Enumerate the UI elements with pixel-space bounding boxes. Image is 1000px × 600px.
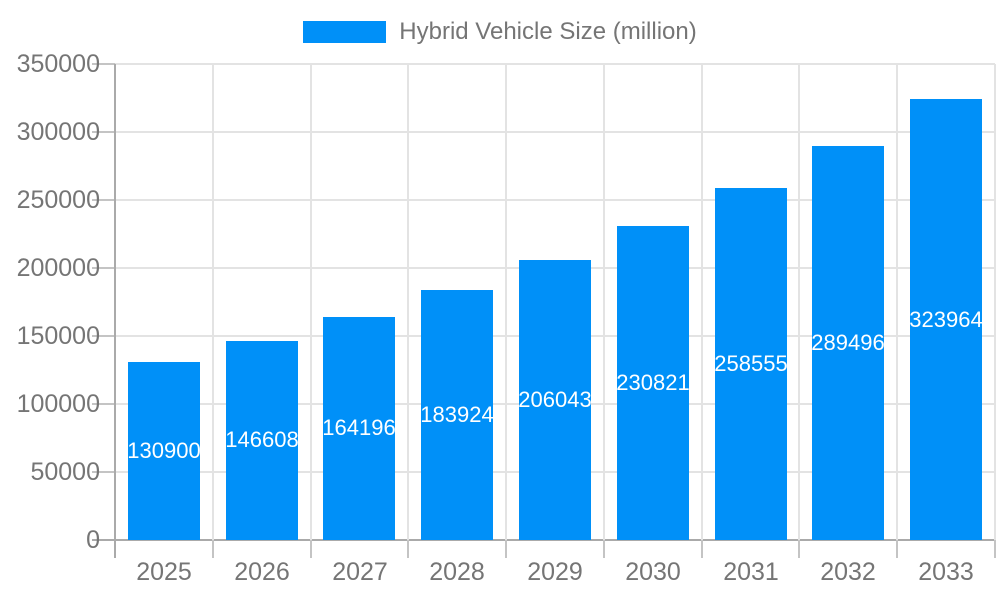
x-tick (407, 540, 409, 558)
gridline-h (115, 131, 995, 133)
y-axis-label: 350000 (16, 50, 100, 78)
x-axis-label: 2030 (625, 558, 681, 586)
bar-2033[interactable] (910, 99, 982, 540)
x-axis-label: 2026 (234, 558, 290, 586)
x-axis-label: 2033 (918, 558, 974, 586)
x-tick (701, 540, 703, 558)
x-axis-label: 2025 (136, 558, 192, 586)
bar-2031[interactable] (715, 188, 787, 540)
gridline-v (701, 64, 703, 540)
y-axis-label: 50000 (30, 458, 100, 486)
y-tick (92, 403, 115, 405)
y-tick (92, 335, 115, 337)
y-axis-label: 300000 (16, 118, 100, 146)
bar-2026[interactable] (226, 341, 298, 540)
gridline-v (603, 64, 605, 540)
x-axis-label: 2027 (332, 558, 388, 586)
x-axis-label: 2029 (527, 558, 583, 586)
bar-value-label: 183924 (420, 402, 494, 427)
bar-2032[interactable] (812, 146, 884, 540)
bar-value-label: 146608 (225, 427, 299, 452)
bar-2029[interactable] (519, 260, 591, 540)
y-axis-label: 200000 (16, 254, 100, 282)
bar-value-label: 130900 (127, 438, 201, 463)
y-axis-line (114, 64, 116, 558)
x-tick (212, 540, 214, 558)
bar-2030[interactable] (617, 226, 689, 540)
bar-value-label: 206043 (518, 387, 592, 412)
bar-value-label: 258555 (714, 351, 788, 376)
legend-swatch (303, 21, 387, 43)
gridline-v (798, 64, 800, 540)
gridline-v (407, 64, 409, 540)
x-tick (310, 540, 312, 558)
y-tick (92, 539, 115, 541)
gridline-v (994, 64, 996, 540)
x-tick (798, 540, 800, 558)
x-tick (896, 540, 898, 558)
gridline-v (505, 64, 507, 540)
gridline-v (310, 64, 312, 540)
bar-value-label: 164196 (322, 415, 396, 440)
y-axis-label: 100000 (16, 390, 100, 418)
bar-value-label: 323964 (909, 307, 983, 332)
gridline-v (896, 64, 898, 540)
bar-2027[interactable] (323, 317, 395, 540)
x-axis-label: 2031 (723, 558, 779, 586)
bar-value-label: 289496 (811, 330, 885, 355)
bar-2028[interactable] (421, 290, 493, 540)
x-tick (994, 540, 996, 558)
gridline-v (212, 64, 214, 540)
gridline-h (115, 63, 995, 65)
bar-2025[interactable] (128, 362, 200, 540)
y-axis-label: 250000 (16, 186, 100, 214)
legend-label: Hybrid Vehicle Size (million) (399, 18, 697, 45)
y-axis-label: 0 (86, 526, 100, 554)
bar-value-label: 230821 (616, 370, 690, 395)
y-tick (92, 63, 115, 65)
y-tick (92, 131, 115, 133)
y-tick (92, 199, 115, 201)
gridline-h (115, 199, 995, 201)
x-tick (505, 540, 507, 558)
y-tick (92, 471, 115, 473)
chart-legend: Hybrid Vehicle Size (million) (0, 14, 1000, 50)
x-axis-label: 2028 (429, 558, 485, 586)
x-tick (603, 540, 605, 558)
y-tick (92, 267, 115, 269)
x-axis-label: 2032 (820, 558, 876, 586)
x-axis-line (115, 539, 995, 541)
y-axis-label: 150000 (16, 322, 100, 350)
